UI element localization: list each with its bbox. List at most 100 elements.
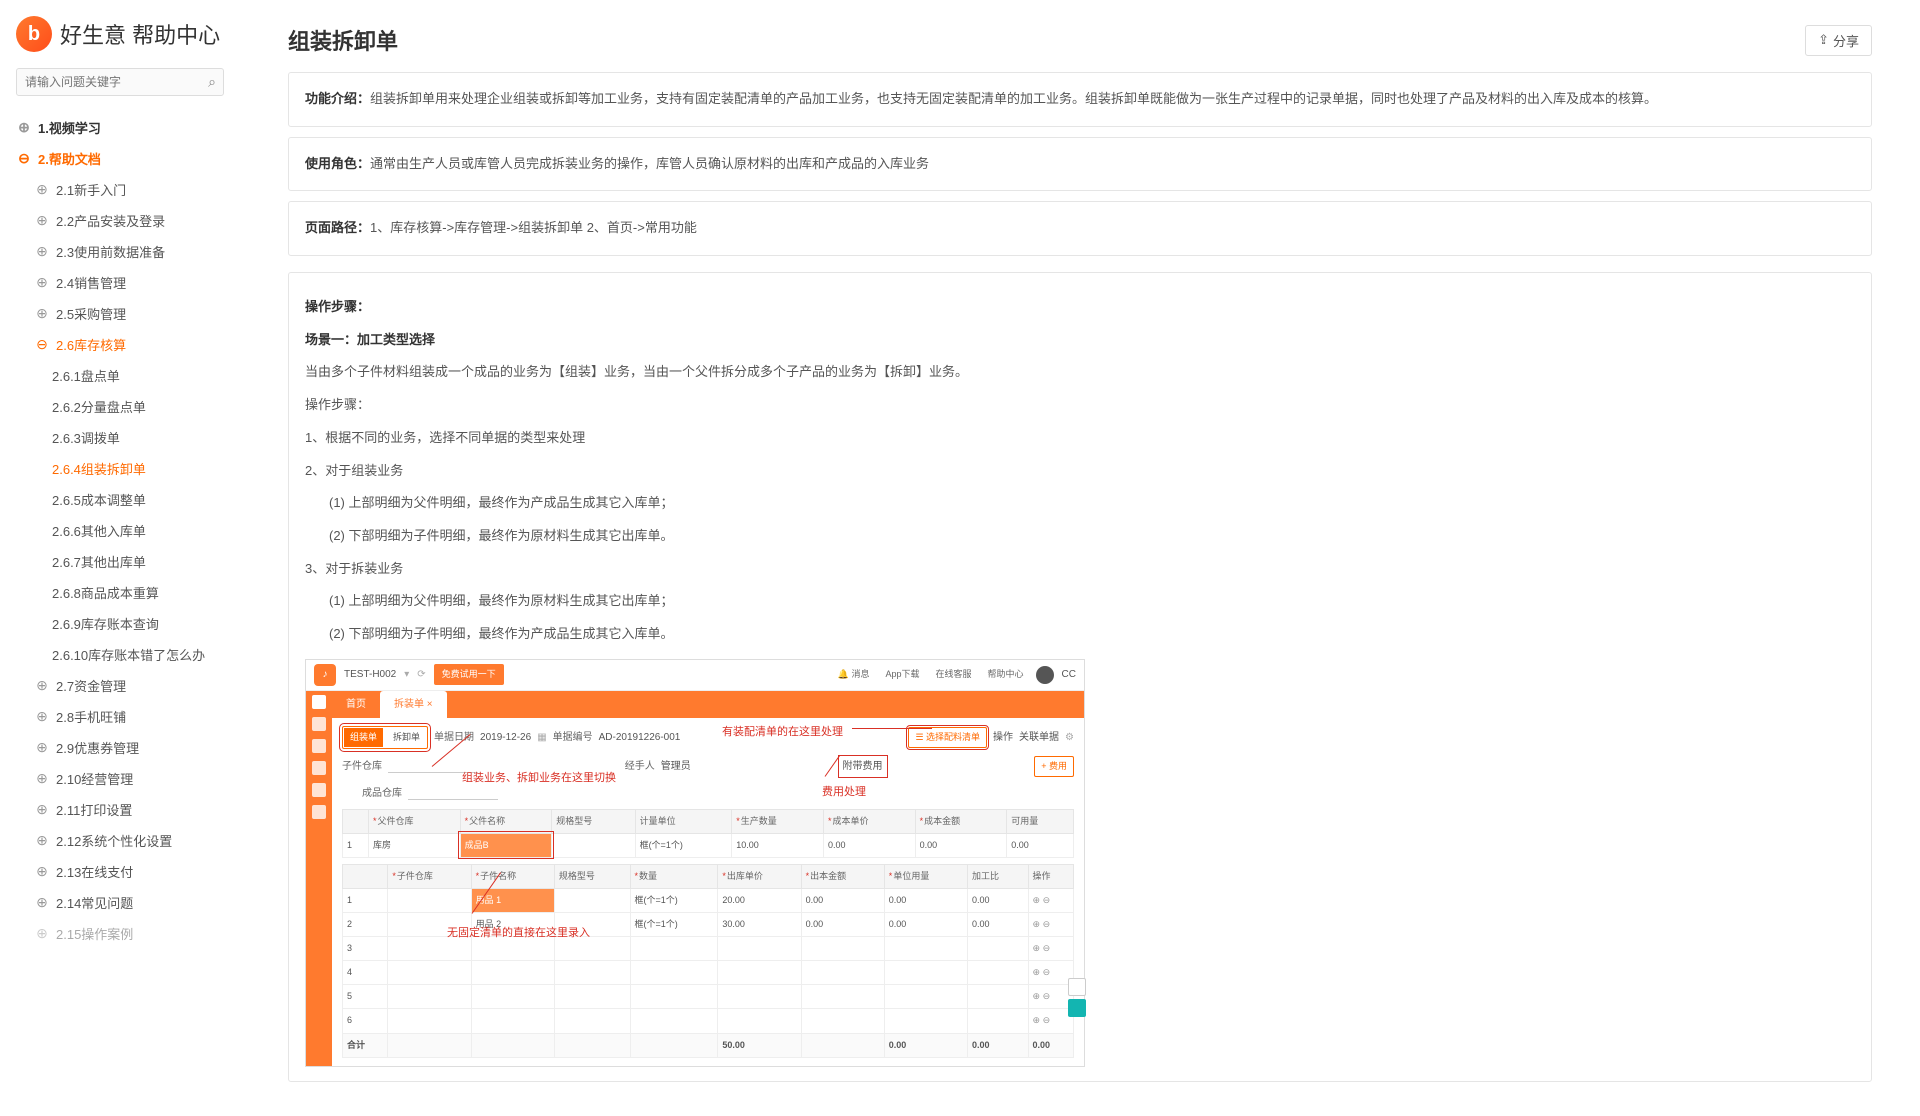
shot-form: 组装单 拆卸单 单据日期 2019-12-26 ▦ 单据编号 AD-201912…	[332, 718, 1084, 1066]
path-card: 页面路径：1、库存核算->库存管理->组装拆卸单 2、首页->常用功能	[288, 201, 1872, 256]
nav-2-6-4[interactable]: 2.6.4组装拆卸单	[16, 453, 224, 484]
share-icon: ⇪	[1818, 32, 1829, 48]
shot-svc-link: 在线客服	[936, 666, 972, 683]
nav-2-11[interactable]: ⊕2.11打印设置	[16, 794, 224, 825]
step2-1: (1) 上部明细为父件明细，最终作为产成品生成其它入库单；	[305, 491, 1855, 516]
shot-help-link: 帮助中心	[988, 666, 1024, 683]
nav-2-9[interactable]: ⊕2.9优惠券管理	[16, 732, 224, 763]
annot-3: 费用处理	[822, 782, 866, 803]
nav-2-6-5[interactable]: 2.6.5成本调整单	[16, 484, 224, 515]
plus-icon: ⊕	[16, 120, 32, 136]
nav-2-6-3[interactable]: 2.6.3调拨单	[16, 422, 224, 453]
scene-title: 场景一：加工类型选择	[305, 328, 1855, 353]
nav-label: 2.6.1盘点单	[52, 366, 120, 385]
search-icon[interactable]: ⌕	[208, 74, 216, 91]
nav-2-6[interactable]: ⊖ 2.6库存核算	[16, 329, 224, 360]
annot-line	[852, 728, 932, 729]
intro-label: 功能介绍：	[305, 91, 370, 106]
sidebar: b 好生意 帮助中心 ⌕ ⊕1.视频学习 ⊖2.帮助文档 ⊕2.1新手入门 ⊕2…	[0, 0, 240, 1116]
nav-label: 2.6.7其他出库单	[52, 552, 146, 571]
nav-2-6-9[interactable]: 2.6.9库存账本查询	[16, 608, 224, 639]
nav-2-6-6[interactable]: 2.6.6其他入库单	[16, 515, 224, 546]
shot-radio-assemble: 组装单	[344, 728, 383, 747]
annot-2: 组装业务、拆卸业务在这里切换	[462, 768, 616, 789]
shot-nav-icon	[312, 783, 326, 797]
nav-2-1[interactable]: ⊕2.1新手入门	[16, 174, 224, 205]
steps-title: 操作步骤：	[305, 295, 1855, 320]
shot-tabs: 首页 拆装单 ×	[332, 691, 1084, 718]
nav-2-15[interactable]: ⊕ 2.15操作案例	[16, 918, 224, 949]
nav-2-4[interactable]: ⊕2.4销售管理	[16, 267, 224, 298]
shot-radio-disassemble: 拆卸单	[387, 728, 426, 747]
nav-2-6-1[interactable]: 2.6.1盘点单	[16, 360, 224, 391]
nav-label: 2.1新手入门	[56, 180, 126, 199]
nav-label: 2.12系统个性化设置	[56, 831, 172, 850]
nav-2-2[interactable]: ⊕ 2.2产品安装及登录	[16, 205, 224, 236]
role-label: 使用角色：	[305, 156, 370, 171]
shot-no-label: 单据编号	[553, 728, 593, 747]
nav-2-7[interactable]: ⊕2.7资金管理	[16, 670, 224, 701]
shot-list-btn: ☰ 选择配料清单	[908, 727, 987, 748]
shot-radio-group: 组装单 拆卸单	[342, 726, 428, 749]
nav-label: 2.6.3调拨单	[52, 428, 120, 447]
search-box: ⌕	[16, 68, 224, 96]
nav-2-6-8[interactable]: 2.6.8商品成本重算	[16, 577, 224, 608]
search-input[interactable]	[16, 68, 224, 96]
nav-label: 2.6.6其他入库单	[52, 521, 146, 540]
nav-2-12[interactable]: ⊕2.12系统个性化设置	[16, 825, 224, 856]
intro-card: 功能介绍：组装拆卸单用来处理企业组装或拆卸等加工业务，支持有固定装配清单的产品加…	[288, 72, 1872, 127]
float-btn-icon	[1068, 978, 1086, 996]
share-button[interactable]: ⇪分享	[1805, 25, 1872, 56]
nav-2-6-2[interactable]: 2.6.2分量盘点单	[16, 391, 224, 422]
nav-label: 2.9优惠券管理	[56, 738, 139, 757]
nav-label: 2.帮助文档	[38, 149, 101, 168]
plus-icon: ⊕	[34, 926, 50, 942]
shot-nav-icon	[312, 805, 326, 819]
nav-2-6-10[interactable]: 2.6.10库存账本错了怎么办	[16, 639, 224, 670]
nav-video[interactable]: ⊕ 1.视频学习	[16, 112, 224, 143]
minus-icon: ⊖	[16, 151, 32, 167]
nav-2-10[interactable]: ⊕2.10经营管理	[16, 763, 224, 794]
share-label: 分享	[1833, 31, 1859, 50]
nav-2-6-7[interactable]: 2.6.7其他出库单	[16, 546, 224, 577]
step3-2: (2) 下部明细为子件明细，最终作为产成品生成其它入库单。	[305, 622, 1855, 647]
shot-tab-active: 拆装单 ×	[380, 691, 447, 718]
plus-icon: ⊕	[34, 709, 50, 725]
nav-2-5[interactable]: ⊕2.5采购管理	[16, 298, 224, 329]
brand-logo: b	[16, 16, 52, 52]
shot-float-buttons	[1068, 978, 1086, 1017]
shot-user: CC	[1062, 665, 1076, 684]
nav-label: 2.4销售管理	[56, 273, 126, 292]
calendar-icon: ▦	[537, 728, 546, 747]
nav-2-8[interactable]: ⊕2.8手机旺铺	[16, 701, 224, 732]
shot-org-id: TEST-H002	[344, 665, 396, 684]
nav-2-14[interactable]: ⊕2.14常见问题	[16, 887, 224, 918]
chevron-down-icon: ▾	[404, 665, 409, 684]
nav-label: 2.5采购管理	[56, 304, 126, 323]
shot-fee-btn: + 费用	[1034, 756, 1074, 777]
shot-nav-icon	[312, 761, 326, 775]
shot-table-child: 子件仓库子件名称规格型号数量出库单价出本金额单位用量加工比操作 1用品 1框(个…	[342, 864, 1074, 1058]
path-text: 1、库存核算->库存管理->组装拆卸单 2、首页->常用功能	[370, 220, 697, 235]
nav-2-13[interactable]: ⊕2.13在线支付	[16, 856, 224, 887]
nav-docs[interactable]: ⊖ 2.帮助文档	[16, 143, 224, 174]
shot-fee-label: 附带费用	[838, 755, 888, 778]
nav-2-3[interactable]: ⊕2.3使用前数据准备	[16, 236, 224, 267]
nav-label: 2.13在线支付	[56, 862, 133, 881]
shot-date-label: 单据日期	[434, 728, 474, 747]
shot-nav-icon	[312, 739, 326, 753]
nav-label: 2.6库存核算	[56, 335, 126, 354]
settings-icon: ⚙	[1065, 728, 1074, 747]
plus-icon: ⊕	[34, 771, 50, 787]
shot-topbar: ♪ TEST-H002 ▾ ⟳ 免费试用一下 🔔 消息 App下载 在线客服 帮…	[306, 660, 1084, 691]
nav-label: 1.视频学习	[38, 118, 101, 137]
shot-table-parent: 父件仓库父件名称规格型号计量单位生产数量成本单价成本金额可用量 1库房成品B框(…	[342, 809, 1074, 858]
plus-icon: ⊕	[34, 244, 50, 260]
shot-no-val: AD-20191226-001	[599, 728, 681, 747]
nav-label: 2.2产品安装及登录	[56, 211, 165, 230]
refresh-icon: ⟳	[417, 665, 425, 684]
nav-label: 2.15操作案例	[56, 924, 133, 943]
plus-icon: ⊕	[34, 213, 50, 229]
nav-label: 2.6.5成本调整单	[52, 490, 146, 509]
minus-icon: ⊖	[34, 337, 50, 353]
